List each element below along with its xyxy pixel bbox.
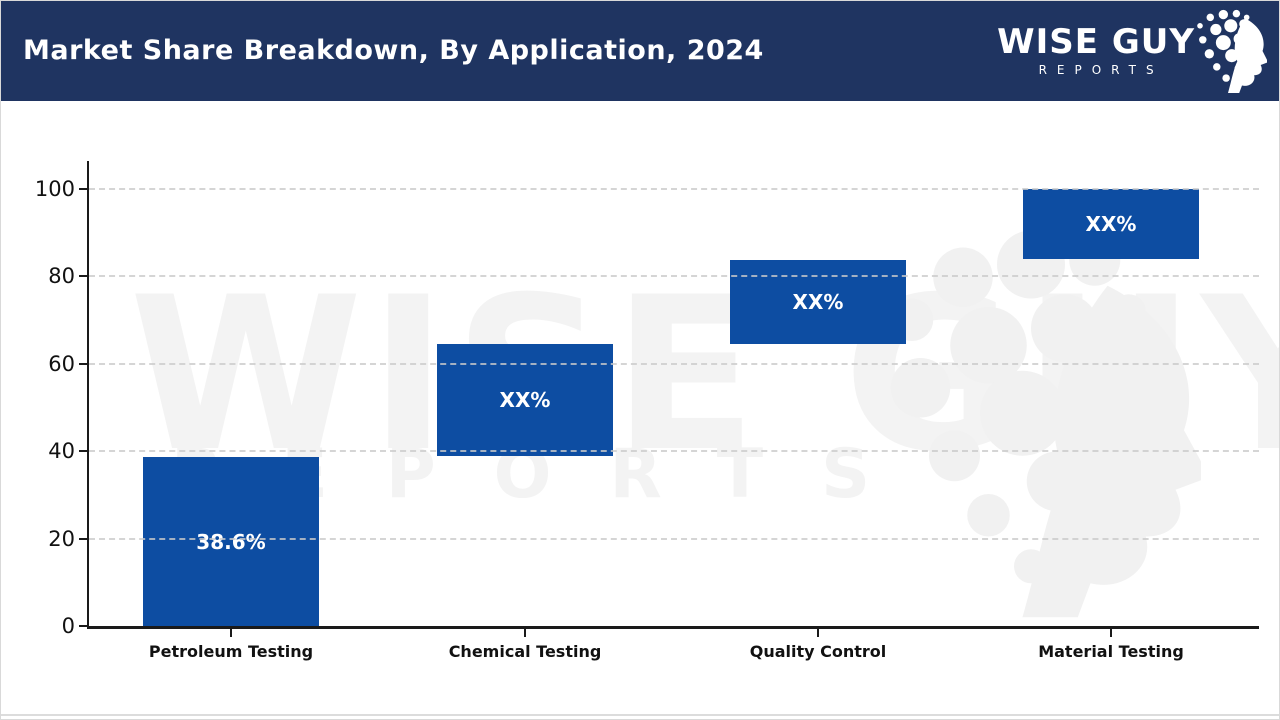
bar-segment: XX%: [1023, 188, 1199, 259]
x-tick-mark: [524, 629, 526, 637]
x-category-label: Chemical Testing: [448, 642, 602, 661]
y-axis-line: [87, 161, 89, 628]
gridline: [89, 275, 1259, 277]
x-tick-mark: [817, 629, 819, 637]
bar-value-label: XX%: [792, 289, 844, 314]
y-tick-label: 0: [61, 614, 75, 638]
x-category-label: Quality Control: [749, 642, 887, 661]
y-tick-mark: [79, 362, 88, 365]
bottom-divider: [1, 714, 1279, 716]
y-tick-mark: [79, 537, 88, 540]
logo-text: WISE GUY REPORTS: [997, 22, 1195, 77]
y-tick-mark: [79, 187, 88, 190]
x-tick-mark: [230, 629, 232, 637]
y-tick-label: 80: [48, 264, 75, 288]
logo-reports-text: REPORTS: [1038, 62, 1164, 77]
header-bar: Market Share Breakdown, By Application, …: [1, 1, 1279, 101]
logo-head-icon: [1197, 9, 1267, 93]
logo-wiseguy-text: WISE GUY: [997, 22, 1195, 63]
x-axis-line: [87, 626, 1259, 629]
bar-value-label: XX%: [499, 387, 551, 412]
y-tick-label: 40: [48, 439, 75, 463]
gridline: [89, 450, 1259, 452]
bar-segment: XX%: [730, 259, 906, 344]
page-title: Market Share Breakdown, By Application, …: [23, 35, 764, 66]
y-tick-mark: [79, 275, 88, 277]
bar-segment: 38.6%: [143, 457, 319, 626]
bar-value-label: 38.6%: [196, 529, 266, 554]
bar-segment: XX%: [437, 343, 613, 456]
y-tick-label: 20: [48, 526, 75, 551]
y-tick-mark: [79, 450, 88, 452]
gridline: [89, 537, 1259, 540]
x-tick-mark: [1110, 629, 1112, 637]
y-tick-label: 100: [34, 176, 75, 201]
gridline: [89, 187, 1259, 190]
y-tick-mark: [79, 625, 88, 627]
x-category-label: Petroleum Testing: [148, 642, 314, 661]
bar-value-label: XX%: [1085, 211, 1137, 236]
x-category-label: Material Testing: [1038, 642, 1184, 661]
y-tick-label: 60: [48, 351, 75, 376]
wise-guy-logo: WISE GUY REPORTS: [997, 9, 1267, 93]
gridline: [89, 362, 1259, 365]
